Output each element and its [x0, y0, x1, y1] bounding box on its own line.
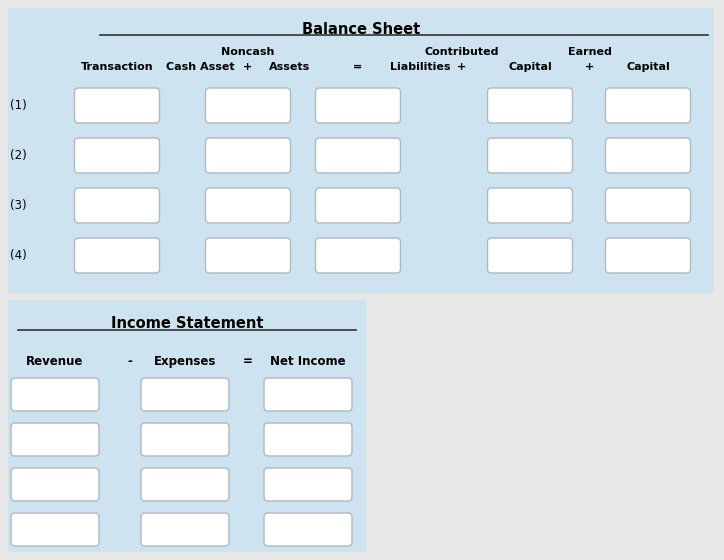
Text: Earned: Earned [568, 47, 612, 57]
FancyBboxPatch shape [11, 423, 99, 456]
Text: (2): (2) [10, 149, 27, 162]
FancyBboxPatch shape [605, 88, 691, 123]
FancyBboxPatch shape [206, 88, 290, 123]
FancyBboxPatch shape [206, 238, 290, 273]
Text: Income Statement: Income Statement [111, 316, 264, 331]
Text: Assets: Assets [269, 62, 311, 72]
FancyBboxPatch shape [487, 238, 573, 273]
Bar [8, 300, 366, 552]
Text: (3): (3) [10, 199, 27, 212]
FancyBboxPatch shape [75, 88, 159, 123]
Text: +: + [458, 62, 467, 72]
FancyBboxPatch shape [141, 378, 229, 411]
Text: (1): (1) [10, 99, 27, 112]
FancyBboxPatch shape [11, 378, 99, 411]
FancyBboxPatch shape [141, 468, 229, 501]
FancyBboxPatch shape [605, 188, 691, 223]
FancyBboxPatch shape [487, 138, 573, 173]
Text: +: + [243, 62, 253, 72]
FancyBboxPatch shape [264, 378, 352, 411]
FancyBboxPatch shape [316, 138, 400, 173]
Text: Balance Sheet: Balance Sheet [302, 22, 420, 37]
Text: Noncash: Noncash [222, 47, 274, 57]
FancyBboxPatch shape [487, 88, 573, 123]
Text: =: = [243, 355, 253, 368]
FancyBboxPatch shape [11, 513, 99, 546]
FancyBboxPatch shape [264, 423, 352, 456]
Text: Revenue: Revenue [26, 355, 84, 368]
FancyBboxPatch shape [141, 513, 229, 546]
Text: (4): (4) [10, 249, 27, 262]
FancyBboxPatch shape [11, 468, 99, 501]
Text: Liabilities: Liabilities [390, 62, 450, 72]
Text: Transaction: Transaction [80, 62, 153, 72]
FancyBboxPatch shape [316, 188, 400, 223]
FancyBboxPatch shape [206, 138, 290, 173]
FancyBboxPatch shape [605, 138, 691, 173]
FancyBboxPatch shape [75, 238, 159, 273]
Text: Capital: Capital [626, 62, 670, 72]
FancyBboxPatch shape [264, 468, 352, 501]
FancyBboxPatch shape [264, 513, 352, 546]
Text: Contributed: Contributed [425, 47, 500, 57]
Bar [8, 8, 714, 293]
FancyBboxPatch shape [605, 238, 691, 273]
FancyBboxPatch shape [141, 423, 229, 456]
Text: Capital: Capital [508, 62, 552, 72]
Text: =: = [353, 62, 363, 72]
Text: +: + [586, 62, 594, 72]
FancyBboxPatch shape [206, 188, 290, 223]
FancyBboxPatch shape [316, 88, 400, 123]
FancyBboxPatch shape [75, 138, 159, 173]
Text: Expenses: Expenses [153, 355, 216, 368]
Text: Cash Asset: Cash Asset [166, 62, 235, 72]
FancyBboxPatch shape [487, 188, 573, 223]
Text: -: - [127, 355, 132, 368]
Text: Net Income: Net Income [270, 355, 346, 368]
FancyBboxPatch shape [75, 188, 159, 223]
FancyBboxPatch shape [316, 238, 400, 273]
